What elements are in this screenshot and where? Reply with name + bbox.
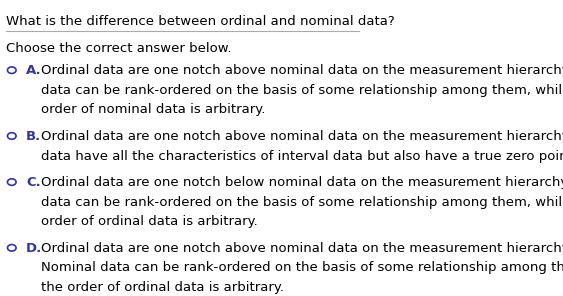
Text: data can be rank-ordered on the basis of some relationship among them, while the: data can be rank-ordered on the basis of… bbox=[41, 84, 563, 97]
Text: A.: A. bbox=[26, 64, 42, 77]
Text: Ordinal data are one notch above nominal data on the measurement hierarchy. Ordi: Ordinal data are one notch above nominal… bbox=[41, 130, 563, 143]
Text: What is the difference between ordinal and nominal data?: What is the difference between ordinal a… bbox=[6, 15, 395, 28]
Text: data can be rank-ordered on the basis of some relationship among them, while the: data can be rank-ordered on the basis of… bbox=[41, 196, 563, 209]
Text: order of nominal data is arbitrary.: order of nominal data is arbitrary. bbox=[41, 104, 265, 116]
Text: Ordinal data are one notch above nominal data on the measurement hierarchy. Ordi: Ordinal data are one notch above nominal… bbox=[41, 64, 563, 77]
Text: C.: C. bbox=[26, 176, 41, 189]
Text: order of ordinal data is arbitrary.: order of ordinal data is arbitrary. bbox=[41, 215, 257, 228]
Text: Ordinal data are one notch below nominal data on the measurement hierarchy. Nomi: Ordinal data are one notch below nominal… bbox=[41, 176, 563, 189]
Text: data have all the characteristics of interval data but also have a true zero poi: data have all the characteristics of int… bbox=[41, 149, 563, 163]
Text: Nominal data can be rank-ordered on the basis of some relationship among them, w: Nominal data can be rank-ordered on the … bbox=[41, 261, 563, 274]
Text: Choose the correct answer below.: Choose the correct answer below. bbox=[6, 42, 232, 55]
Text: D.: D. bbox=[26, 242, 42, 255]
Text: Ordinal data are one notch above nominal data on the measurement hierarchy.: Ordinal data are one notch above nominal… bbox=[41, 242, 563, 255]
Text: B.: B. bbox=[26, 130, 42, 143]
Text: the order of ordinal data is arbitrary.: the order of ordinal data is arbitrary. bbox=[41, 281, 284, 294]
